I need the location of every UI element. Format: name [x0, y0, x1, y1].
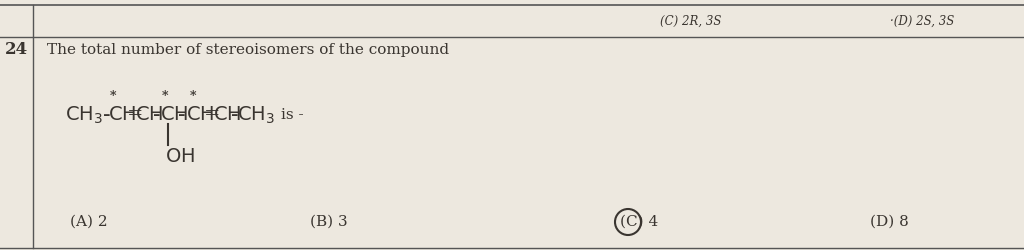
Text: -: - [231, 104, 239, 126]
Text: $\mathsf{CH_3}$: $\mathsf{CH_3}$ [65, 104, 103, 126]
Text: =: = [127, 105, 143, 123]
Text: (C) 2R, 3S: (C) 2R, 3S [660, 14, 721, 28]
Text: *: * [110, 90, 117, 104]
Text: -: - [178, 104, 185, 126]
Text: -: - [153, 104, 161, 126]
Text: (D) 8: (D) 8 [870, 215, 908, 229]
Text: -: - [103, 104, 111, 126]
Text: $\mathsf{CH_3}$: $\mathsf{CH_3}$ [237, 104, 275, 126]
Text: (C) 4: (C) 4 [620, 215, 658, 229]
Text: =: = [204, 105, 220, 123]
Text: *: * [189, 90, 197, 104]
Text: The total number of stereoisomers of the compound: The total number of stereoisomers of the… [47, 43, 450, 57]
Text: (B) 3: (B) 3 [310, 215, 347, 229]
Text: is -: is - [281, 108, 304, 122]
Text: $\mathsf{CH}$: $\mathsf{CH}$ [108, 106, 136, 124]
Text: $\mathsf{CH}$: $\mathsf{CH}$ [213, 106, 242, 124]
Text: $\mathsf{CH}$: $\mathsf{CH}$ [186, 106, 214, 124]
Text: *: * [162, 90, 168, 104]
Text: $\mathsf{CH}$: $\mathsf{CH}$ [135, 106, 163, 124]
Text: $\mathsf{OH}$: $\mathsf{OH}$ [165, 148, 195, 166]
Text: $\mathsf{CH}$: $\mathsf{CH}$ [160, 106, 188, 124]
Text: (A) 2: (A) 2 [70, 215, 108, 229]
Text: ·(D) 2S, 3S: ·(D) 2S, 3S [890, 14, 954, 28]
Text: 24: 24 [4, 42, 28, 58]
